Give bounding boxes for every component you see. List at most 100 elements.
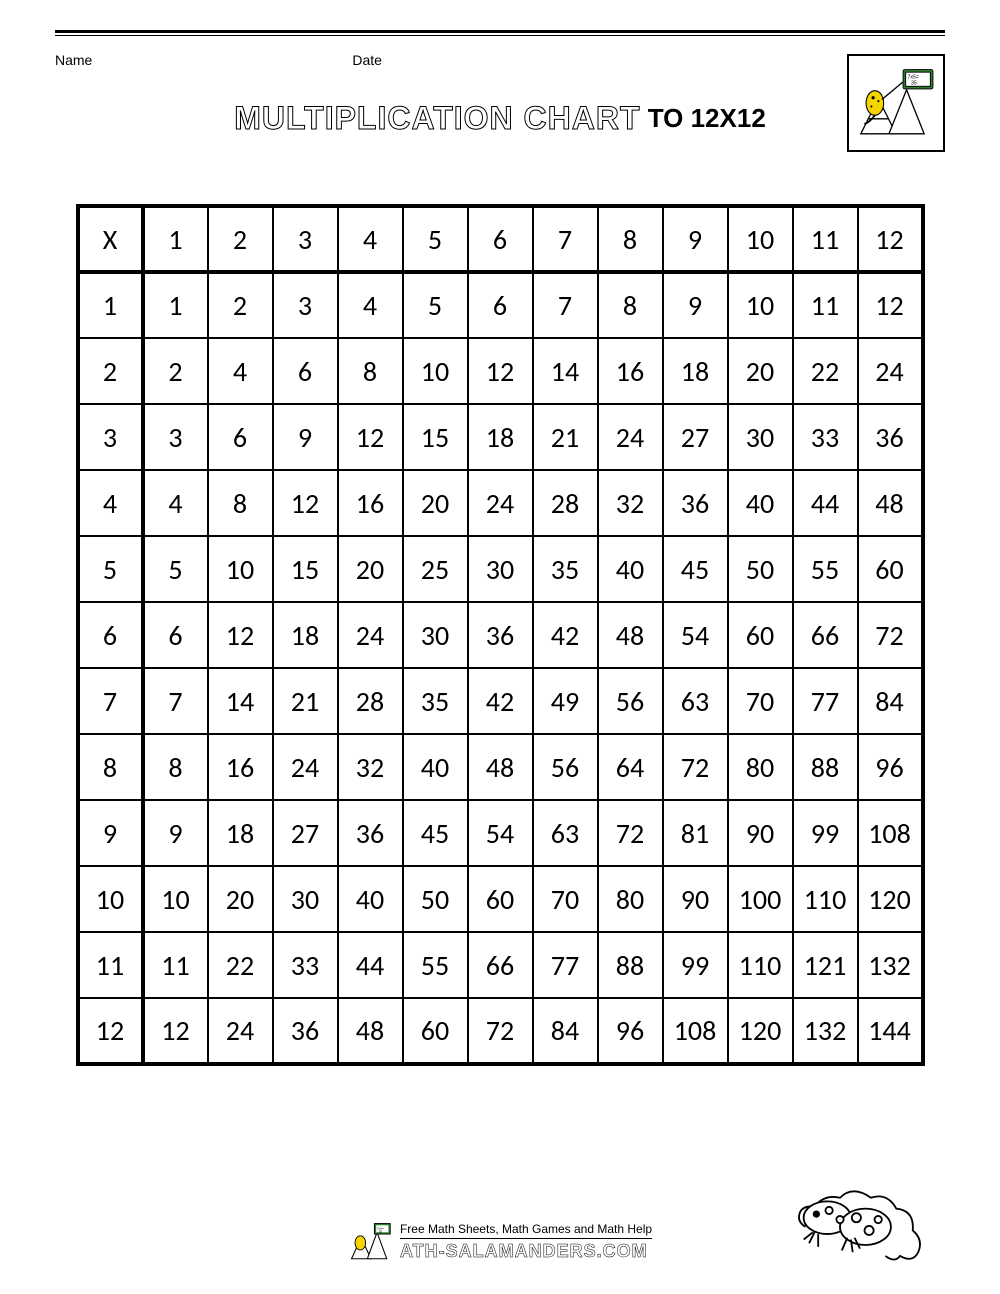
page-title: MULTIPLICATION CHART TO 12X12 (55, 100, 945, 137)
svg-text:35: 35 (379, 1229, 383, 1233)
table-cell: 60 (858, 536, 923, 602)
table-cell: 55 (403, 932, 468, 998)
table-cell: 24 (338, 602, 403, 668)
table-cell: 72 (468, 998, 533, 1064)
table-cell: 6 (468, 272, 533, 338)
table-cell: 120 (858, 866, 923, 932)
footer-domain: ATH-SALAMANDERS.COM (400, 1241, 648, 1262)
row-header: 3 (78, 404, 143, 470)
table-cell: 30 (468, 536, 533, 602)
table-cell: 66 (468, 932, 533, 998)
table-cell: 84 (858, 668, 923, 734)
row-header: 5 (78, 536, 143, 602)
salamander-outline-icon (785, 1165, 935, 1265)
row-header: 6 (78, 602, 143, 668)
table-cell: 121 (793, 932, 858, 998)
table-cell: 24 (273, 734, 338, 800)
row-header: 8 (78, 734, 143, 800)
table-body: 1123456789101112224681012141618202224336… (78, 272, 923, 1064)
table-cell: 108 (858, 800, 923, 866)
table-cell: 72 (663, 734, 728, 800)
table-cell: 6 (143, 602, 208, 668)
table-cell: 33 (273, 932, 338, 998)
table-cell: 55 (793, 536, 858, 602)
table-row: 44812162024283236404448 (78, 470, 923, 536)
table-cell: 63 (533, 800, 598, 866)
header: Name Date MULTIPLICATION CHART TO 12X12 (55, 56, 945, 166)
table-cell: 32 (338, 734, 403, 800)
footer-salamander-icon: 7x5= 35 (348, 1220, 392, 1264)
table-cell: 15 (403, 404, 468, 470)
table-cell: 18 (468, 404, 533, 470)
table-cell: 9 (273, 404, 338, 470)
table-cell: 8 (143, 734, 208, 800)
table-cell: 60 (728, 602, 793, 668)
table-cell: 11 (143, 932, 208, 998)
table-cell: 132 (793, 998, 858, 1064)
table-cell: 10 (143, 866, 208, 932)
table-row: 1123456789101112 (78, 272, 923, 338)
table-cell: 20 (338, 536, 403, 602)
row-header: 10 (78, 866, 143, 932)
table-row: 771421283542495663707784 (78, 668, 923, 734)
table-cell: 21 (273, 668, 338, 734)
row-header: 2 (78, 338, 143, 404)
brand-logo: 7x5= 35 (847, 54, 945, 152)
table-cell: 72 (858, 602, 923, 668)
table-row: 224681012141618202224 (78, 338, 923, 404)
table-cell: 4 (143, 470, 208, 536)
col-header: 3 (273, 206, 338, 272)
table-cell: 25 (403, 536, 468, 602)
table-cell: 2 (143, 338, 208, 404)
table-cell: 72 (598, 800, 663, 866)
table-cell: 70 (728, 668, 793, 734)
table-cell: 35 (403, 668, 468, 734)
table-cell: 7 (143, 668, 208, 734)
col-header: 2 (208, 206, 273, 272)
table-cell: 9 (663, 272, 728, 338)
date-label: Date (352, 52, 382, 68)
table-cell: 21 (533, 404, 598, 470)
table-cell: 33 (793, 404, 858, 470)
meta-labels: Name Date (55, 52, 945, 68)
table-cell: 5 (143, 536, 208, 602)
table-cell: 77 (793, 668, 858, 734)
table-cell: 14 (208, 668, 273, 734)
table-cell: 44 (793, 470, 858, 536)
table-cell: 24 (468, 470, 533, 536)
name-label: Name (55, 52, 92, 68)
table-cell: 10 (403, 338, 468, 404)
table-cell: 56 (598, 668, 663, 734)
table-cell: 10 (208, 536, 273, 602)
table-cell: 11 (793, 272, 858, 338)
table-cell: 60 (468, 866, 533, 932)
table-cell: 28 (533, 470, 598, 536)
table-cell: 12 (143, 998, 208, 1064)
table-cell: 48 (858, 470, 923, 536)
table-cell: 20 (208, 866, 273, 932)
table-row: 121224364860728496108120132144 (78, 998, 923, 1064)
table-cell: 18 (208, 800, 273, 866)
salamander-logo-icon: 7x5= 35 (852, 59, 940, 147)
table-cell: 42 (533, 602, 598, 668)
table-cell: 63 (663, 668, 728, 734)
table-cell: 6 (273, 338, 338, 404)
table-row: 661218243036424854606672 (78, 602, 923, 668)
table-cell: 3 (143, 404, 208, 470)
row-header: 4 (78, 470, 143, 536)
table-cell: 8 (338, 338, 403, 404)
table-cell: 8 (598, 272, 663, 338)
table-cell: 110 (728, 932, 793, 998)
table-cell: 110 (793, 866, 858, 932)
table-cell: 24 (598, 404, 663, 470)
table-cell: 24 (208, 998, 273, 1064)
table-cell: 3 (273, 272, 338, 338)
table-cell: 30 (273, 866, 338, 932)
table-cell: 80 (598, 866, 663, 932)
table-cell: 27 (663, 404, 728, 470)
table-cell: 45 (403, 800, 468, 866)
table-cell: 9 (143, 800, 208, 866)
table-cell: 90 (663, 866, 728, 932)
table-cell: 5 (403, 272, 468, 338)
table-cell: 15 (273, 536, 338, 602)
